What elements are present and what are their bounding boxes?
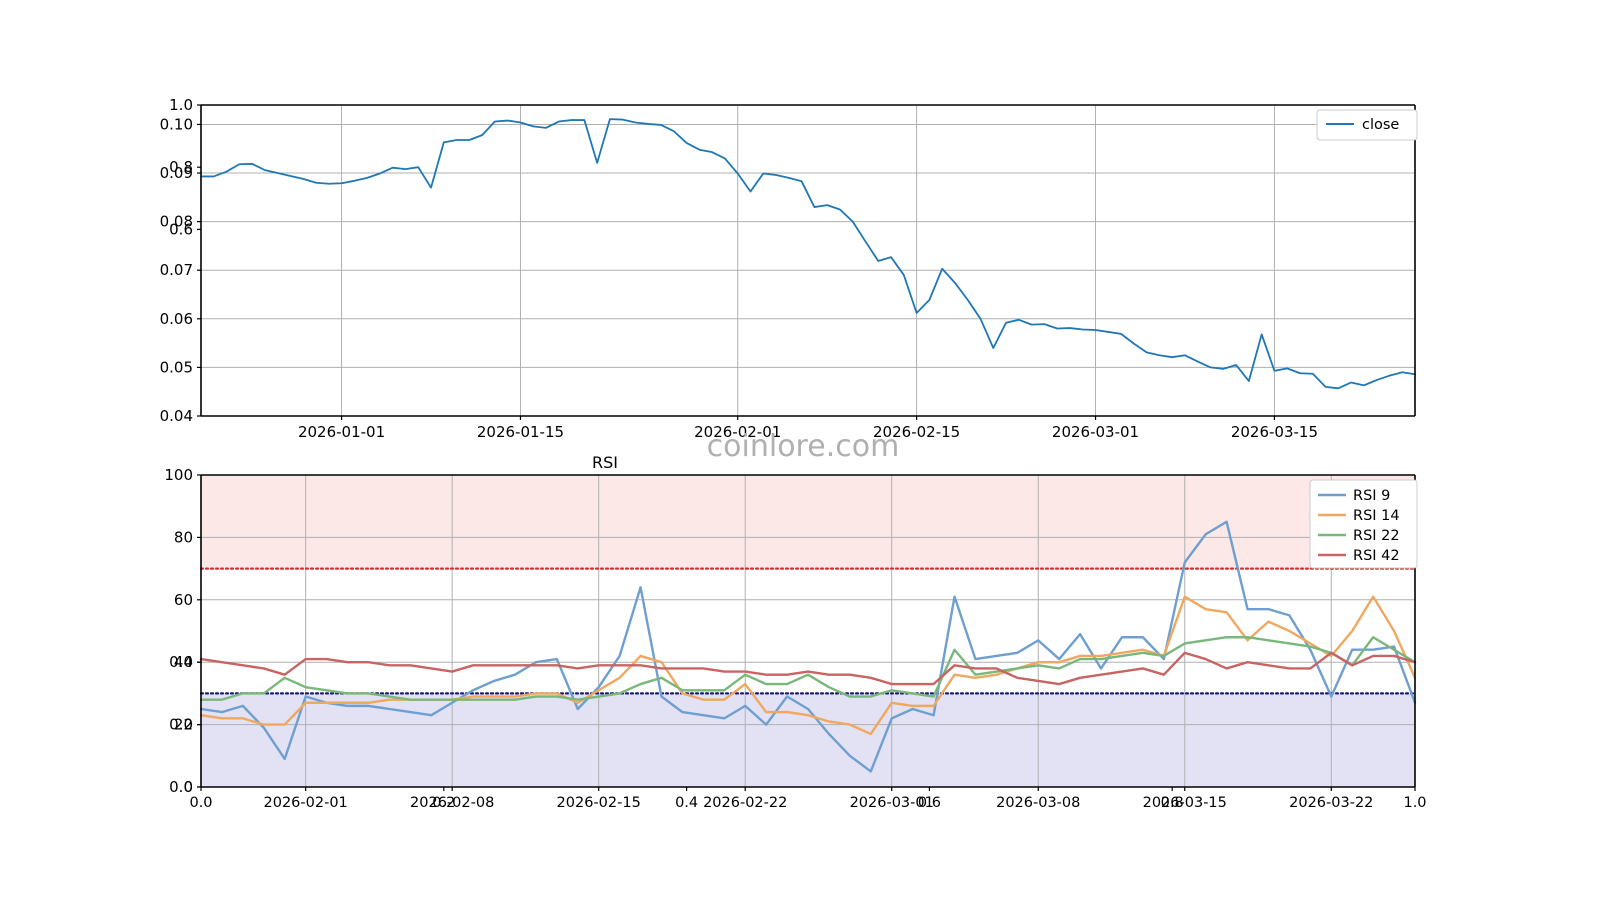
price-unit-ytick-label: 0.6	[169, 220, 193, 238]
price-legend-label-close: close	[1362, 117, 1399, 133]
rsi-line-rsi-22	[199, 636, 1417, 701]
rsi-ytick-label: 20	[174, 716, 193, 734]
rsi-unit-ytick-label: 0.2	[169, 716, 193, 734]
price-ytick-label: 0.08	[160, 213, 193, 231]
rsi-line-rsi-9	[199, 520, 1417, 773]
rsi-ytick-label: 100	[164, 466, 193, 484]
rsi-line-rsi-42	[199, 651, 1417, 686]
rsi-legend-box[interactable]	[1309, 479, 1418, 569]
price-plot-bg	[201, 105, 1415, 416]
rsi-panel-title: RSI	[592, 453, 618, 472]
rsi-xtick-label: 2026-02-01	[264, 795, 348, 811]
price-xtick-label: 2026-03-01	[1052, 423, 1139, 441]
price-ytick-label: 0.10	[160, 115, 193, 133]
rsi-xtick-label: 2026-02-15	[557, 795, 641, 811]
rsi-unit-ytick-label: 0.0	[169, 778, 193, 796]
price-ytick-label: 0.07	[160, 261, 193, 279]
price-panel: 0.04 0.05 0.06 0.07 0.08 0.09 0.101.0 0.8 0.6 202…	[160, 96, 1418, 441]
close-price-line	[200, 118, 1416, 390]
watermark-coinlore: coinlore.com	[707, 429, 900, 464]
rsi-panel: 0 20 40 60 80 100 0.4 0.2 0.0 2026-02-01 2026-02-0…	[164, 453, 1426, 811]
rsi-unit-xtick-label: 0.2	[432, 795, 455, 811]
rsi-xtick-label: 2026-03-08	[996, 795, 1080, 811]
price-ytick-label: 0.09	[160, 164, 193, 182]
rsi-ytick-label: 0	[183, 778, 193, 796]
rsi-unit-xtick-label: 0.0	[189, 795, 212, 811]
rsi-unit-xtick-label: 0.8	[1161, 795, 1184, 811]
rsi-legend[interactable]: RSI 9 RSI 14 RSI 22 RSI 42	[1309, 479, 1418, 569]
price-legend[interactable]: close	[1316, 109, 1418, 141]
rsi-xtick-label: 2026-03-01	[850, 795, 934, 811]
rsi-xtick-label: 2026-02-08	[410, 795, 494, 811]
rsi-legend-label-rsi-14: RSI 14	[1353, 508, 1400, 524]
price-legend-box[interactable]	[1316, 109, 1418, 141]
rsi-xtick-label: 2026-02-22	[703, 795, 787, 811]
price-ytick-label: 0.05	[160, 358, 193, 376]
price-xtick-label: 2026-03-15	[1231, 423, 1318, 441]
rsi-ytick-label: 60	[174, 591, 193, 609]
rsi-ytick-label: 40	[174, 653, 193, 671]
rsi-unit-xtick-label: 0.4	[675, 795, 698, 811]
rsi-overbought-band	[201, 475, 1415, 569]
price-xtick-label: 2026-02-15	[873, 423, 960, 441]
price-unit-ytick-label: 0.8	[169, 158, 193, 176]
rsi-unit-xtick-label: 0.6	[918, 795, 941, 811]
price-ytick-label: 0.06	[160, 310, 193, 328]
price-xtick-label: 2026-02-01	[694, 423, 781, 441]
rsi-legend-label-rsi-22: RSI 22	[1353, 528, 1400, 544]
price-ytick-label: 0.04	[160, 407, 193, 425]
rsi-xtick-label: 2026-03-15	[1143, 795, 1227, 811]
rsi-ytick-label: 80	[174, 528, 193, 546]
rsi-xtick-label: 2026-03-22	[1289, 795, 1373, 811]
price-xtick-label: 2026-01-15	[477, 423, 564, 441]
rsi-legend-label-rsi-9: RSI 9	[1353, 488, 1390, 504]
rsi-unit-xtick-label: 1.0	[1403, 795, 1426, 811]
rsi-legend-label-rsi-42: RSI 42	[1353, 548, 1400, 564]
price-xtick-label: 2026-01-01	[298, 423, 385, 441]
rsi-unit-ytick-label: 0.4	[169, 653, 193, 671]
price-unit-ytick-label: 1.0	[169, 96, 193, 114]
